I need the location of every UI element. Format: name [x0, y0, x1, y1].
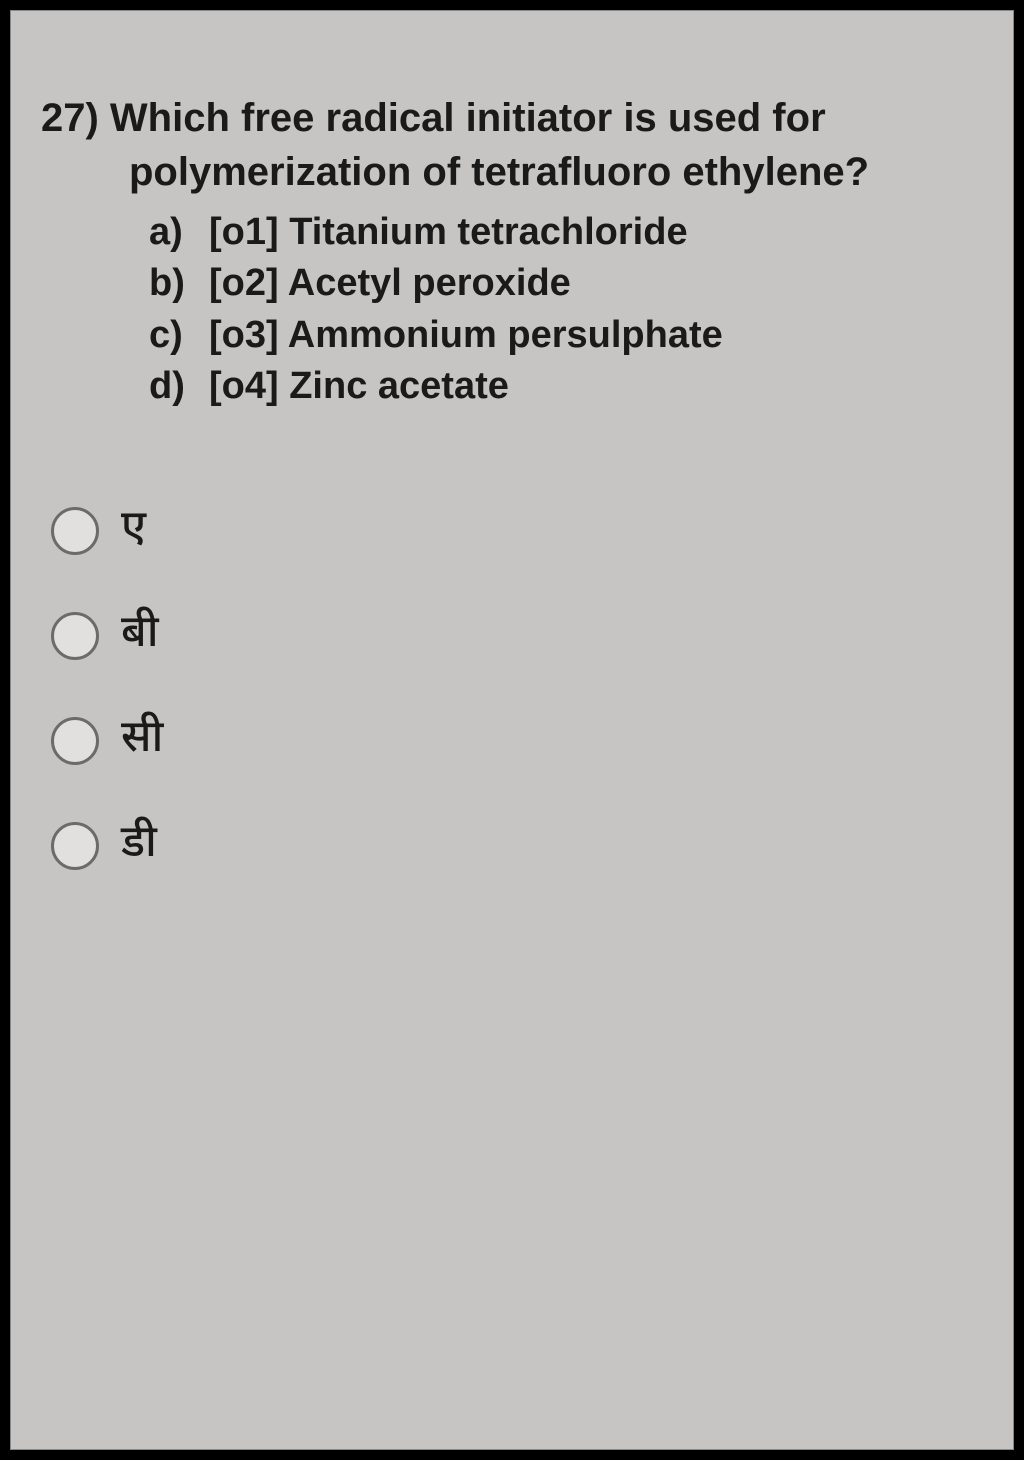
radio-circle-icon — [51, 822, 99, 870]
radio-label: बी — [121, 607, 159, 664]
question-text-line1: 27) Which free radical initiator is used… — [41, 91, 983, 145]
radio-option-b[interactable]: बी — [51, 607, 983, 664]
radio-option-d[interactable]: डी — [51, 817, 983, 874]
question-text-line2: polymerization of tetrafluoro ethylene? — [41, 145, 983, 199]
option-c: c) [o3] Ammonium persulphate — [149, 310, 983, 361]
radio-circle-icon — [51, 612, 99, 660]
radio-circle-icon — [51, 717, 99, 765]
option-b: b) [o2] Acetyl peroxide — [149, 258, 983, 309]
radio-option-a[interactable]: ए — [51, 502, 983, 559]
radio-circle-icon — [51, 507, 99, 555]
question-options-list: a) [o1] Titanium tetrachloride b) [o2] A… — [41, 207, 983, 412]
option-letter: c) — [149, 310, 209, 361]
option-letter: d) — [149, 361, 209, 412]
radio-label: डी — [121, 817, 157, 874]
radio-label: ए — [121, 502, 146, 559]
option-text: [o1] Titanium tetrachloride — [209, 207, 688, 258]
radio-label: सी — [121, 712, 163, 769]
option-text: [o3] Ammonium persulphate — [209, 310, 723, 361]
radio-option-c[interactable]: सी — [51, 712, 983, 769]
question-block: 27) Which free radical initiator is used… — [41, 91, 983, 412]
answer-radio-group: ए बी सी डी — [41, 502, 983, 874]
option-text: [o4] Zinc acetate — [209, 361, 509, 412]
option-a: a) [o1] Titanium tetrachloride — [149, 207, 983, 258]
option-letter: a) — [149, 207, 209, 258]
quiz-page: 27) Which free radical initiator is used… — [10, 10, 1014, 1450]
option-text: [o2] Acetyl peroxide — [209, 258, 571, 309]
option-d: d) [o4] Zinc acetate — [149, 361, 983, 412]
option-letter: b) — [149, 258, 209, 309]
